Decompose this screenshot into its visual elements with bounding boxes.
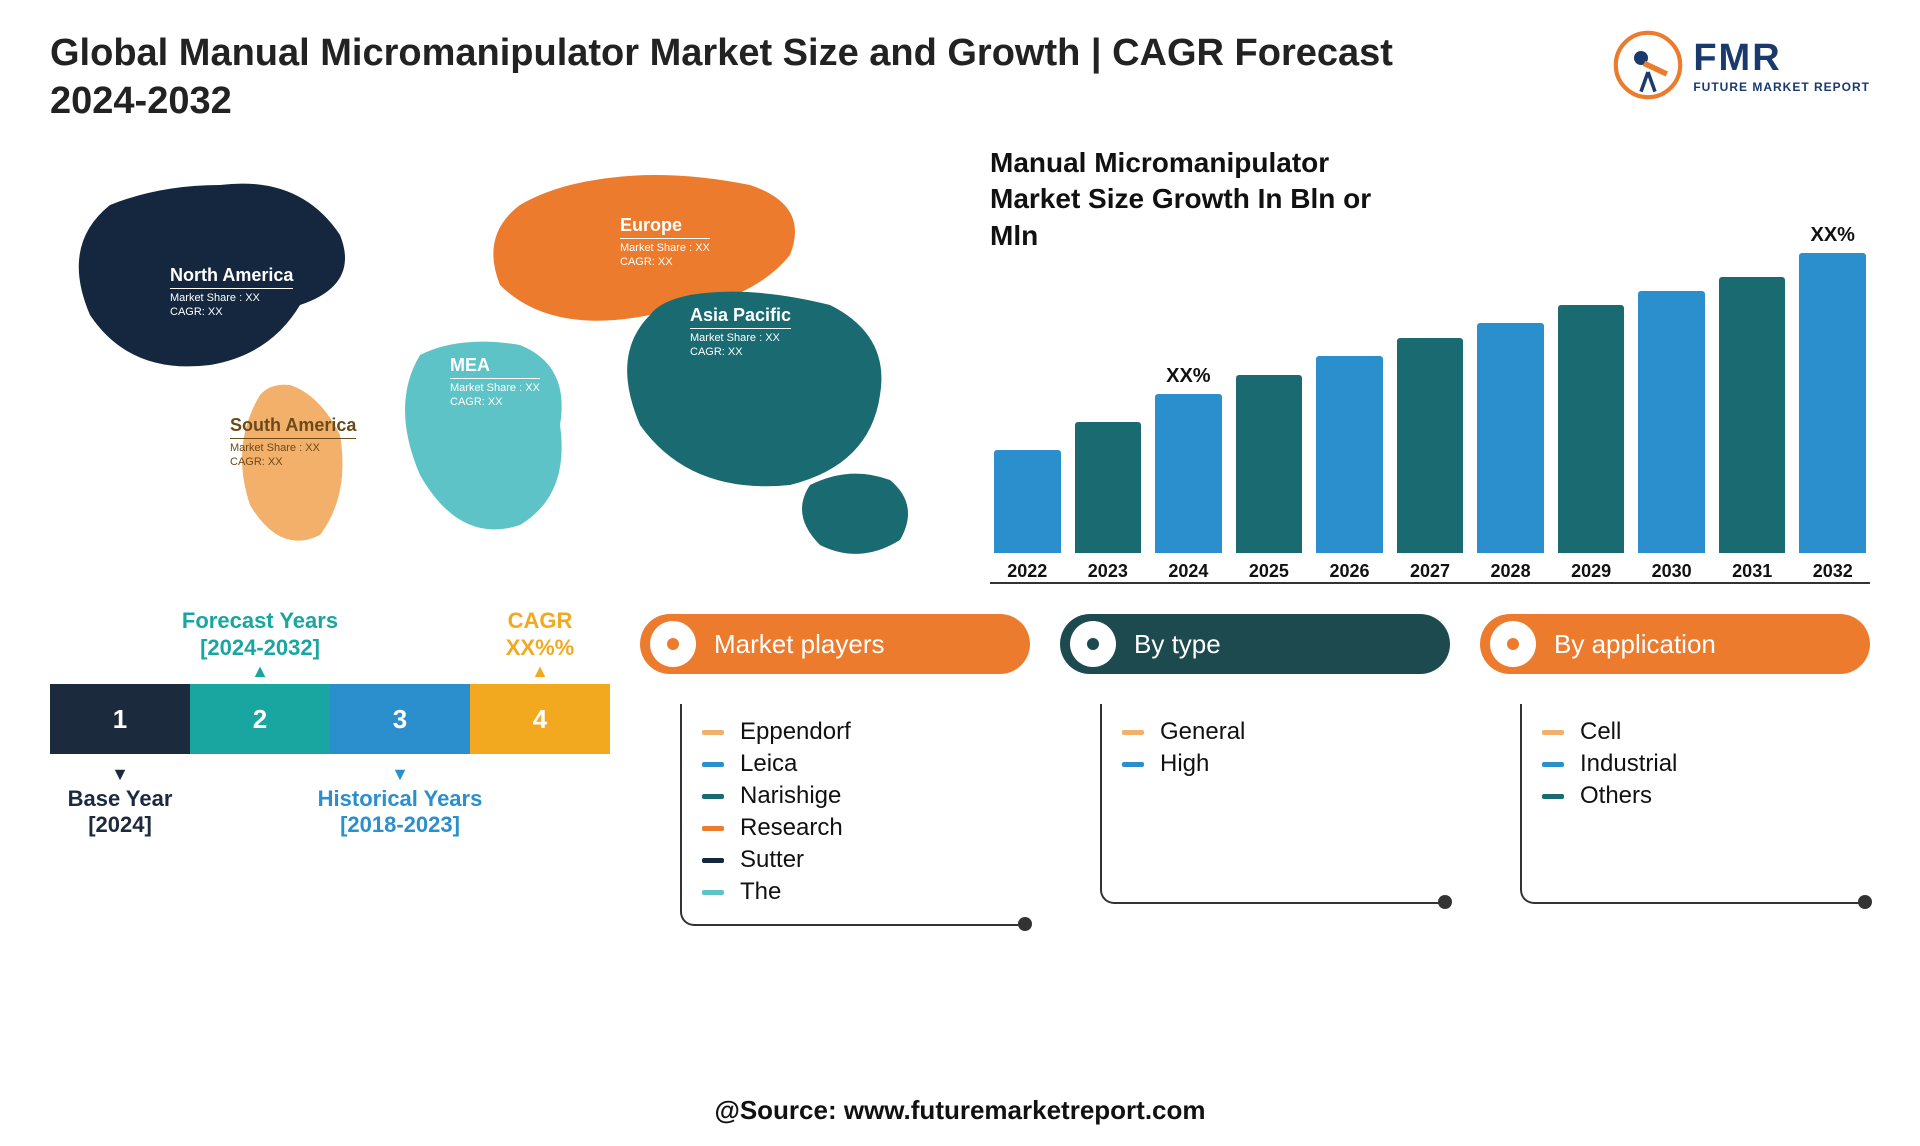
bar-2024: XX%2024 [1155, 365, 1222, 582]
list-item: High [1122, 750, 1450, 778]
region-mea: MEAMarket Share : XXCAGR: XX [450, 355, 540, 410]
list-item: Eppendorf [702, 718, 1030, 746]
pill-group: Market playersEppendorfLeicaNarishigeRes… [640, 614, 1870, 926]
list-item: Leica [702, 750, 1030, 778]
list-item: Cell [1542, 718, 1870, 746]
source-attribution: @Source: www.futuremarketreport.com [0, 1095, 1920, 1126]
world-map: North AmericaMarket Share : XXCAGR: XX So… [50, 145, 950, 565]
logo-main: FMR [1693, 37, 1870, 80]
list-item: Others [1542, 782, 1870, 810]
timeline: Forecast Years[2024-2032]▲CAGRXX%%▲ 1234… [50, 614, 610, 894]
bar-2029: 2029 [1558, 305, 1625, 582]
logo-sub: FUTURE MARKET REPORT [1693, 80, 1870, 94]
list-item: Research [702, 814, 1030, 842]
timeline-seg-3: 3 [330, 684, 470, 754]
region-asia-pacific: Asia PacificMarket Share : XXCAGR: XX [690, 305, 791, 360]
bar-2022: 2022 [994, 450, 1061, 582]
bar-2025: 2025 [1236, 375, 1303, 582]
bar-2028: 2028 [1477, 323, 1544, 582]
list-item: The [702, 878, 1030, 906]
bar-2026: 2026 [1316, 356, 1383, 582]
telescope-icon [1613, 30, 1683, 100]
logo: FMR FUTURE MARKET REPORT [1613, 30, 1870, 100]
timeline-seg-2: 2 [190, 684, 330, 754]
timeline-label-forecast: Forecast Years[2024-2032]▲ [165, 608, 355, 682]
timeline-segments: 1234 [50, 684, 610, 754]
list-item: Narishige [702, 782, 1030, 810]
pill-market-players: Market playersEppendorfLeicaNarishigeRes… [640, 614, 1030, 926]
pill-by-application: By applicationCellIndustrialOthers [1480, 614, 1870, 926]
bar-2027: 2027 [1397, 338, 1464, 583]
bars-container: 20222023XX%20242025202620272028202920302… [990, 264, 1870, 584]
region-north-america: North AmericaMarket Share : XXCAGR: XX [170, 265, 293, 320]
bar-2023: 2023 [1075, 422, 1142, 582]
lower-section: Forecast Years[2024-2032]▲CAGRXX%%▲ 1234… [50, 614, 1870, 926]
list-item: Sutter [702, 846, 1030, 874]
bar-chart: Manual Micromanipulator Market Size Grow… [990, 145, 1870, 584]
bar-2031: 2031 [1719, 277, 1786, 583]
bar-2032: XX%2032 [1799, 224, 1866, 582]
page-title: Global Manual Micromanipulator Market Si… [50, 30, 1450, 125]
list-item: General [1122, 718, 1450, 746]
timeline-label-hist: ▼Historical Years[2018-2023] [305, 764, 495, 838]
chart-title: Manual Micromanipulator Market Size Grow… [990, 145, 1410, 254]
region-south-america: South AmericaMarket Share : XXCAGR: XX [230, 415, 356, 470]
region-europe: EuropeMarket Share : XXCAGR: XX [620, 215, 710, 270]
list-item: Industrial [1542, 750, 1870, 778]
timeline-label-base: ▼Base Year[2024] [25, 764, 215, 838]
bar-2030: 2030 [1638, 291, 1705, 583]
timeline-seg-1: 1 [50, 684, 190, 754]
timeline-seg-4: 4 [470, 684, 610, 754]
upper-section: North AmericaMarket Share : XXCAGR: XX So… [50, 145, 1870, 584]
pill-by-type: By typeGeneralHigh [1060, 614, 1450, 926]
header: Global Manual Micromanipulator Market Si… [50, 30, 1870, 125]
timeline-label-cagr: CAGRXX%%▲ [445, 608, 635, 682]
